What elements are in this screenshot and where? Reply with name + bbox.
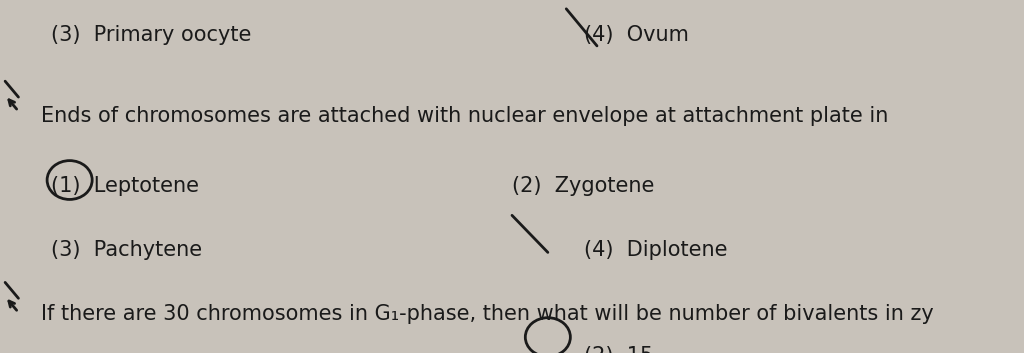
Text: Ends of chromosomes are attached with nuclear envelope at attachment plate in: Ends of chromosomes are attached with nu… [41, 106, 889, 126]
Text: (3)  Pachytene: (3) Pachytene [51, 240, 203, 260]
Text: (2)  Zygotene: (2) Zygotene [512, 176, 654, 197]
Text: (4)  Diplotene: (4) Diplotene [584, 240, 727, 260]
Text: If there are 30 chromosomes in G₁-phase, then what will be number of bivalents i: If there are 30 chromosomes in G₁-phase,… [41, 304, 934, 324]
Text: (1)  Leptotene: (1) Leptotene [51, 176, 200, 197]
Text: (4)  Ovum: (4) Ovum [584, 25, 688, 45]
Text: (2)  15: (2) 15 [584, 346, 653, 353]
Text: (3)  Primary oocyte: (3) Primary oocyte [51, 25, 252, 45]
